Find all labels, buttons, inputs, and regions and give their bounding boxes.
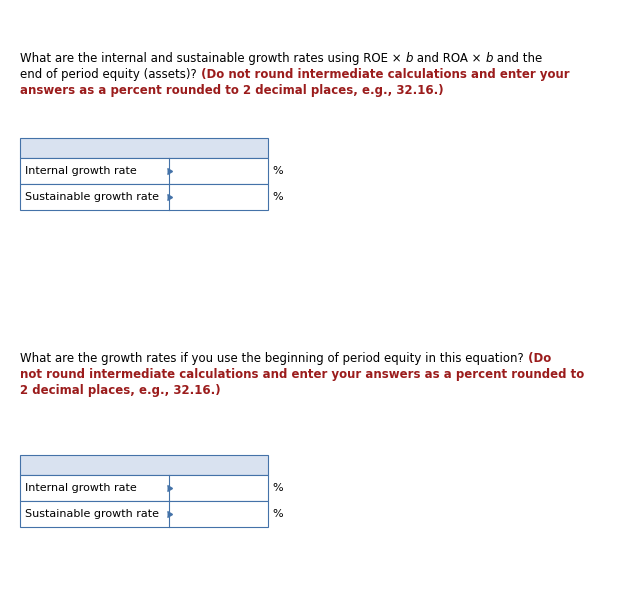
- Bar: [20, 501, 268, 527]
- Text: What are the internal and sustainable growth rates using ROE ×: What are the internal and sustainable gr…: [20, 52, 405, 65]
- Text: (Do not round intermediate calculations and enter your: (Do not round intermediate calculations …: [197, 68, 569, 81]
- Text: %: %: [272, 483, 282, 493]
- Text: Sustainable growth rate: Sustainable growth rate: [25, 509, 159, 519]
- Bar: [20, 138, 268, 158]
- Text: b: b: [485, 52, 493, 65]
- Text: and ROA ×: and ROA ×: [413, 52, 485, 65]
- Text: answers as a percent rounded to 2 decimal places, e.g., 32.16.): answers as a percent rounded to 2 decima…: [20, 84, 444, 97]
- Bar: [20, 455, 268, 475]
- Text: Internal growth rate: Internal growth rate: [25, 166, 137, 176]
- Text: %: %: [272, 192, 282, 202]
- Text: end of period equity (assets)?: end of period equity (assets)?: [20, 68, 197, 81]
- Text: 2 decimal places, e.g., 32.16.): 2 decimal places, e.g., 32.16.): [20, 384, 221, 397]
- Text: b: b: [405, 52, 413, 65]
- Bar: [20, 475, 268, 501]
- Text: not round intermediate calculations and enter your answers as a percent rounded : not round intermediate calculations and …: [20, 368, 584, 381]
- Bar: [20, 184, 268, 210]
- Text: Sustainable growth rate: Sustainable growth rate: [25, 192, 159, 202]
- Text: Internal growth rate: Internal growth rate: [25, 483, 137, 493]
- Bar: [20, 158, 268, 184]
- Text: and the: and the: [493, 52, 542, 65]
- Text: What are the growth rates if you use the beginning of period equity in this equa: What are the growth rates if you use the…: [20, 352, 524, 365]
- Text: %: %: [272, 166, 282, 176]
- Text: %: %: [272, 509, 282, 519]
- Text: (Do: (Do: [524, 352, 551, 365]
